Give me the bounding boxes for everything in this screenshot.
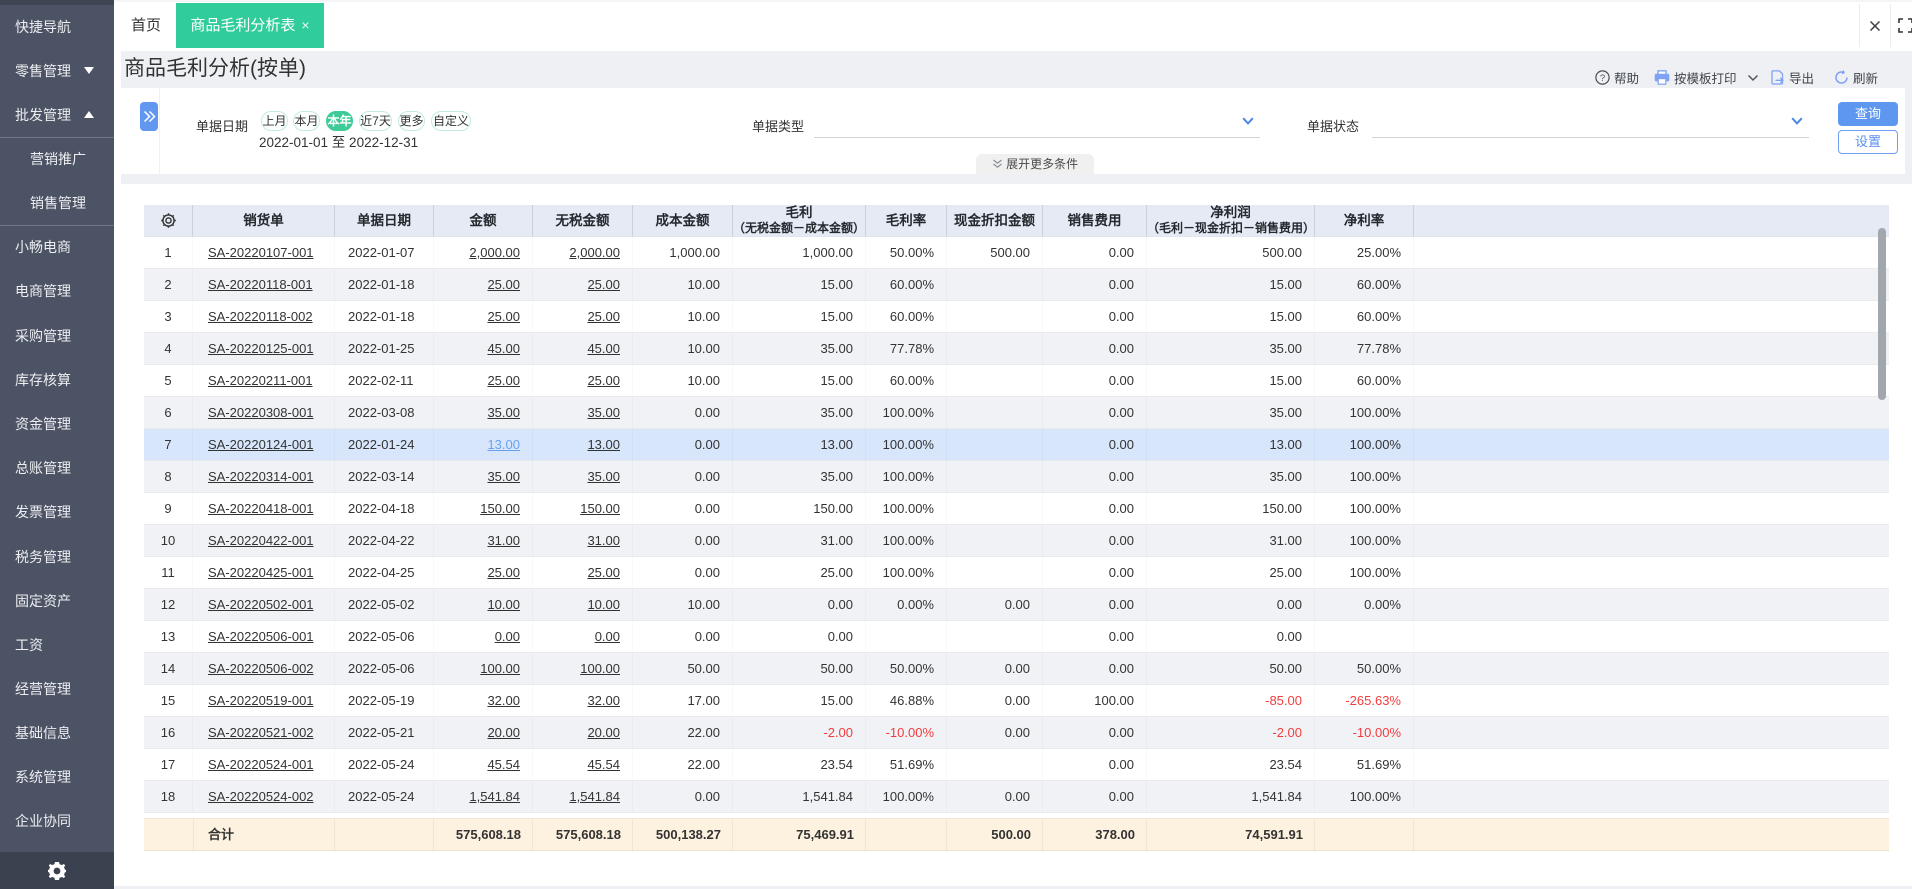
svg-text:?: ? [1600, 73, 1605, 84]
